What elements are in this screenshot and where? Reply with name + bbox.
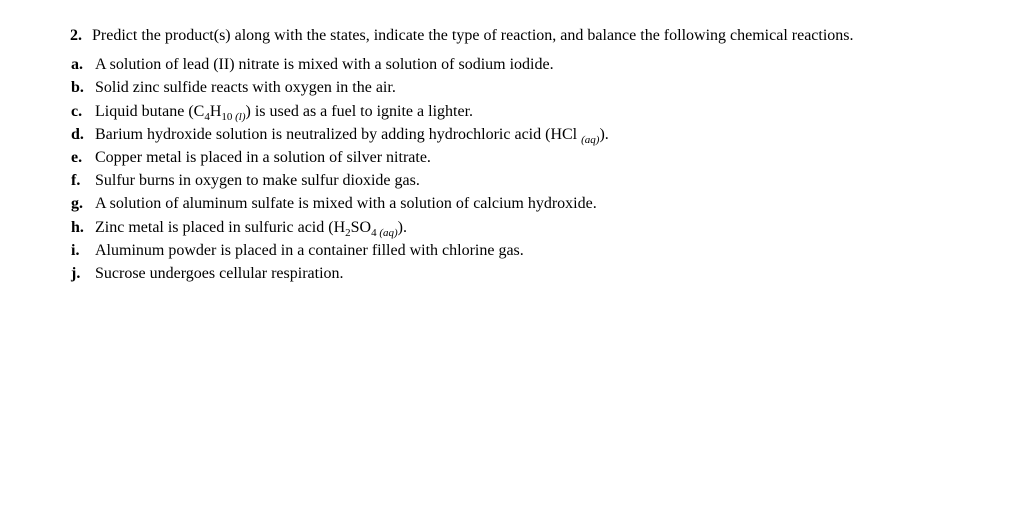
sub-item-letter: g.	[71, 192, 95, 215]
sub-item: i. Aluminum powder is placed in a contai…	[71, 239, 954, 262]
sub-item-letter: f.	[71, 169, 95, 192]
sub-item-letter: i.	[71, 239, 95, 262]
sub-item-letter: h.	[71, 216, 95, 239]
sub-item-letter: e.	[71, 146, 95, 169]
sub-item-text: A solution of lead (II) nitrate is mixed…	[95, 53, 954, 76]
question-prompt: Predict the product(s) along with the st…	[92, 24, 954, 47]
sub-item-text: Barium hydroxide solution is neutralized…	[95, 123, 954, 146]
sub-item: b. Solid zinc sulfide reacts with oxygen…	[71, 76, 954, 99]
question-row: 2. Predict the product(s) along with the…	[70, 24, 954, 47]
sub-item: g. A solution of aluminum sulfate is mix…	[71, 192, 954, 215]
sub-item: f. Sulfur burns in oxygen to make sulfur…	[71, 169, 954, 192]
sub-item-text: A solution of aluminum sulfate is mixed …	[95, 192, 954, 215]
sub-item: h. Zinc metal is placed in sulfuric acid…	[71, 216, 954, 239]
sub-item-text: Zinc metal is placed in sulfuric acid (H…	[95, 216, 954, 239]
sub-item-letter: a.	[71, 53, 95, 76]
question-number: 2.	[70, 24, 92, 47]
sub-item: j. Sucrose undergoes cellular respiratio…	[71, 262, 954, 285]
document-page: 2. Predict the product(s) along with the…	[0, 0, 1024, 285]
sub-item-text: Sucrose undergoes cellular respiration.	[95, 262, 954, 285]
sub-item: e. Copper metal is placed in a solution …	[71, 146, 954, 169]
sub-item-text: Sulfur burns in oxygen to make sulfur di…	[95, 169, 954, 192]
sub-item: d. Barium hydroxide solution is neutrali…	[71, 123, 954, 146]
sub-item-letter: c.	[71, 100, 95, 123]
sub-item-text: Copper metal is placed in a solution of …	[95, 146, 954, 169]
sub-item-text: Liquid butane (C4H10 (l)) is used as a f…	[95, 100, 954, 123]
sub-item-text: Aluminum powder is placed in a container…	[95, 239, 954, 262]
sub-item: a. A solution of lead (II) nitrate is mi…	[71, 53, 954, 76]
sub-item-letter: b.	[71, 76, 95, 99]
sub-item-text: Solid zinc sulfide reacts with oxygen in…	[95, 76, 954, 99]
sub-item-list: a. A solution of lead (II) nitrate is mi…	[70, 53, 954, 285]
sub-item-letter: j.	[71, 262, 95, 285]
sub-item: c. Liquid butane (C4H10 (l)) is used as …	[71, 100, 954, 123]
sub-item-letter: d.	[71, 123, 95, 146]
